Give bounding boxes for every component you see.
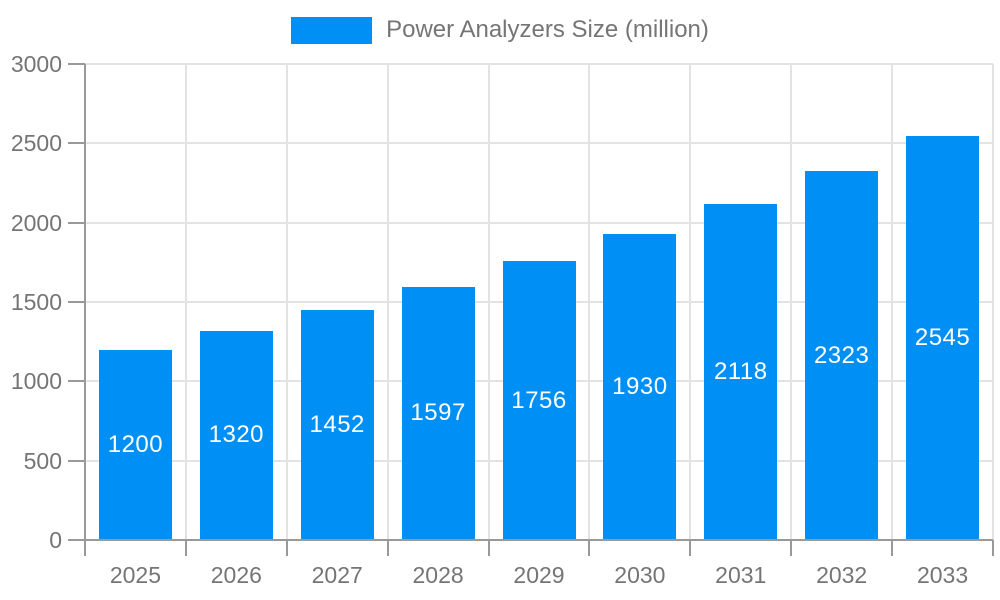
bar-value-label: 1930 — [612, 372, 668, 400]
x-axis-tick — [285, 540, 288, 556]
y-axis-tick — [68, 301, 85, 303]
v-gridline — [487, 64, 490, 540]
y-axis-tick-label: 500 — [23, 447, 62, 474]
x-axis-tick — [891, 540, 894, 556]
bar-value-label: 1452 — [309, 410, 365, 438]
y-axis-tick — [68, 539, 85, 541]
y-axis-tick-label: 3000 — [10, 51, 62, 77]
x-axis-tick — [84, 540, 86, 556]
x-axis-tick — [184, 540, 187, 556]
y-axis-tick-label: 0 — [49, 527, 62, 553]
x-axis-tick-label: 2033 — [916, 562, 969, 588]
y-axis-tick — [68, 459, 85, 462]
v-gridline — [386, 64, 389, 540]
bar-2030[interactable]: 1930 — [603, 233, 677, 540]
legend-swatch — [291, 16, 373, 44]
y-axis-tick — [68, 63, 85, 65]
x-axis-tick — [588, 540, 591, 556]
x-axis-tick — [992, 540, 994, 556]
y-axis-line — [84, 64, 86, 556]
v-gridline — [184, 64, 187, 540]
y-axis-tick-label: 1500 — [10, 289, 62, 315]
x-axis-tick — [689, 540, 692, 556]
x-axis-tick-label: 2031 — [715, 562, 767, 588]
y-axis-tick-label: 2500 — [10, 130, 62, 157]
bar-value-label: 2545 — [914, 324, 971, 352]
y-axis-tick — [68, 221, 85, 224]
bar-value-label: 1597 — [410, 399, 466, 427]
x-axis-line — [68, 539, 993, 541]
x-axis-tick-label: 2032 — [816, 562, 868, 588]
bar-2028[interactable]: 1597 — [401, 286, 475, 540]
x-axis-tick-label: 2030 — [614, 562, 666, 588]
x-axis-tick-label: 2025 — [109, 562, 162, 588]
x-axis-tick — [487, 540, 490, 556]
bar-value-label: 1320 — [208, 421, 265, 449]
x-axis-tick — [790, 540, 793, 556]
bar-value-label: 2118 — [713, 357, 768, 385]
x-axis-tick-label: 2029 — [513, 562, 565, 588]
bar-2032[interactable]: 2323 — [805, 171, 879, 540]
x-axis-tick-label: 2026 — [210, 562, 262, 588]
x-axis-tick — [386, 540, 389, 556]
x-axis-tick-label: 2028 — [412, 562, 464, 588]
h-gridline — [85, 221, 993, 224]
y-axis-tick-label: 2000 — [10, 209, 62, 236]
h-gridline — [85, 63, 993, 65]
bar-2025[interactable]: 1200 — [98, 349, 172, 540]
v-gridline — [689, 64, 692, 540]
x-axis-tick-label: 2027 — [311, 562, 363, 588]
v-gridline — [992, 64, 994, 540]
plot-area: 1200 1320 1452 1597 1756 1930 2118 2323 2545 — [85, 63, 994, 540]
v-gridline — [790, 64, 793, 540]
y-axis-tick — [68, 142, 85, 145]
chart-legend: Power Analyzers Size (million) — [0, 14, 1000, 46]
bar-2033[interactable]: 2545 — [906, 136, 980, 540]
v-gridline — [285, 64, 288, 540]
v-gridline — [891, 64, 894, 540]
h-gridline — [85, 142, 993, 145]
bar-2029[interactable]: 1756 — [502, 261, 576, 540]
bar-value-label: 1756 — [511, 386, 567, 414]
legend-label: Power Analyzers Size (million) — [386, 16, 709, 43]
bar-value-label: 2323 — [813, 341, 870, 369]
bar-2026[interactable]: 1320 — [199, 330, 273, 540]
v-gridline — [588, 64, 591, 540]
bar-value-label: 1200 — [107, 430, 164, 458]
bar-2031[interactable]: 2118 — [704, 203, 778, 540]
y-axis-tick — [68, 380, 85, 383]
bar-2027[interactable]: 1452 — [300, 309, 374, 540]
y-axis-tick-label: 1000 — [10, 368, 62, 395]
